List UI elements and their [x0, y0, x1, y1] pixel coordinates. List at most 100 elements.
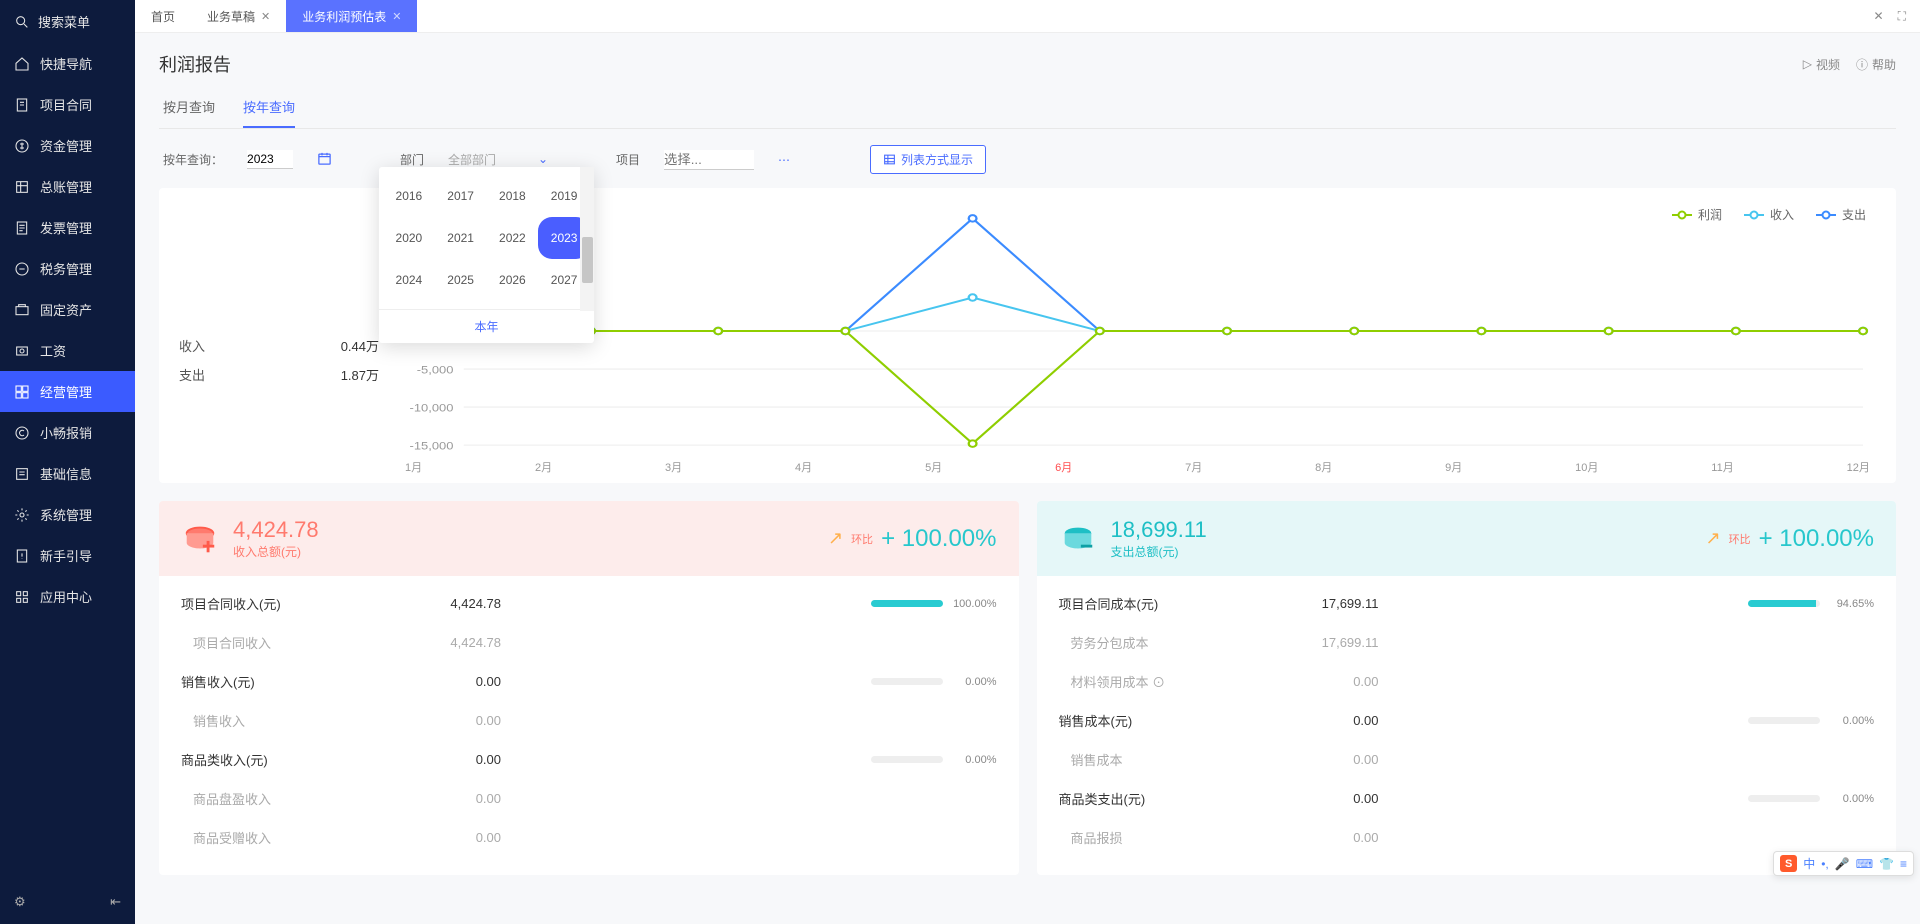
sidebar-item-9[interactable]: 小畅报销	[0, 412, 135, 453]
collapse-icon[interactable]: ⇤	[110, 894, 121, 910]
tab-0[interactable]: 首页	[135, 0, 191, 32]
row-value: 0.00	[1259, 713, 1379, 728]
search-icon	[14, 14, 30, 30]
row-label: 商品类收入(元)	[181, 750, 381, 769]
sidebar-item-4[interactable]: 发票管理	[0, 207, 135, 248]
sidebar-search-label: 搜索菜单	[38, 12, 90, 31]
sidebar-item-0[interactable]: 快捷导航	[0, 43, 135, 84]
sidebar-item-2[interactable]: 资金管理	[0, 125, 135, 166]
expense-pct: + 100.00%	[1759, 525, 1874, 553]
sidebar: 搜索菜单 快捷导航项目合同资金管理总账管理发票管理税务管理固定资产工资经营管理小…	[0, 0, 135, 924]
ime-keyboard-icon[interactable]: ⌨	[1856, 857, 1873, 871]
expense-amount: 18,699.11	[1111, 517, 1207, 543]
ime-mic-icon[interactable]: 🎤	[1835, 857, 1850, 871]
kpi-row: 商品类支出(元)0.000.00%	[1059, 779, 1875, 818]
asset-icon	[14, 302, 30, 318]
invoice-icon	[14, 220, 30, 236]
year-option[interactable]: 2017	[435, 175, 487, 217]
svg-text:-15,000: -15,000	[410, 439, 454, 452]
year-picker-scrollbar[interactable]	[580, 167, 594, 311]
ime-mode[interactable]: 中	[1803, 855, 1815, 872]
row-pct: 0.00%	[953, 676, 997, 688]
gear-icon	[14, 507, 30, 523]
tab-close-icon[interactable]: ✕	[392, 10, 401, 23]
more-icon[interactable]: ⋯	[778, 153, 792, 167]
sidebar-item-label: 新手引导	[40, 546, 92, 565]
sidebar-item-12[interactable]: 新手引导	[0, 535, 135, 576]
chart-x-axis: 1月2月3月4月5月6月7月8月9月10月11月12月	[399, 459, 1876, 475]
sidebar-item-6[interactable]: 固定资产	[0, 289, 135, 330]
sidebar-item-10[interactable]: 基础信息	[0, 453, 135, 494]
year-option[interactable]: 2021	[435, 217, 487, 259]
tab-2[interactable]: 业务利润预估表✕	[286, 0, 417, 32]
ime-toolbar[interactable]: S 中 •, 🎤 ⌨ 👕 ≡	[1773, 851, 1914, 876]
fullscreen-icon[interactable]: ⛶	[1898, 9, 1906, 24]
row-value: 0.00	[381, 830, 501, 845]
video-link[interactable]: ▷ 视频	[1803, 56, 1840, 73]
x-tick: 1月	[405, 459, 422, 475]
row-label: 劳务分包成本	[1059, 633, 1259, 652]
line-chart: -15,000-10,000-5,0000	[399, 206, 1876, 456]
year-input[interactable]	[247, 150, 293, 169]
summary-panel: 收入0.44万 支出1.87万	[179, 206, 379, 475]
tab-close-icon[interactable]: ✕	[261, 10, 270, 23]
year-label: 按年查询：	[163, 151, 223, 168]
sidebar-item-13[interactable]: 应用中心	[0, 576, 135, 617]
row-label: 商品类支出(元)	[1059, 789, 1259, 808]
year-option[interactable]: 2025	[435, 259, 487, 301]
row-value: 0.00	[381, 791, 501, 806]
kpi-row: 商品盘盈收入0.00	[181, 779, 997, 818]
row-label: 材料领用成本 ⊙	[1059, 672, 1259, 691]
sidebar-item-1[interactable]: 项目合同	[0, 84, 135, 125]
sidebar-item-7[interactable]: 工资	[0, 330, 135, 371]
x-tick: 5月	[925, 459, 942, 475]
tab-label: 业务草稿	[207, 8, 255, 25]
sidebar-search[interactable]: 搜索菜单	[0, 0, 135, 43]
year-option[interactable]: 2016	[383, 175, 435, 217]
dept-label: 部门	[400, 151, 424, 168]
year-option[interactable]: 2026	[487, 259, 539, 301]
sidebar-item-5[interactable]: 税务管理	[0, 248, 135, 289]
row-value: 17,699.11	[1259, 596, 1379, 611]
year-option[interactable]: 2022	[487, 217, 539, 259]
sidebar-item-label: 小畅报销	[40, 423, 92, 442]
row-value: 0.00	[1259, 830, 1379, 845]
x-tick: 11月	[1711, 459, 1733, 475]
calendar-icon[interactable]	[317, 151, 332, 169]
subtab-1[interactable]: 按年查询	[243, 87, 295, 128]
x-tick: 8月	[1315, 459, 1332, 475]
subtab-0[interactable]: 按月查询	[163, 87, 215, 128]
money-icon	[14, 138, 30, 154]
summary-income-label: 收入	[179, 336, 205, 355]
ime-menu-icon[interactable]: ≡	[1900, 857, 1907, 871]
year-option[interactable]: 2024	[383, 259, 435, 301]
year-option[interactable]: 2018	[487, 175, 539, 217]
tab-1[interactable]: 业务草稿 ✕	[191, 0, 286, 32]
sidebar-item-11[interactable]: 系统管理	[0, 494, 135, 535]
table-mode-button[interactable]: 列表方式显示	[870, 145, 986, 174]
help-link[interactable]: ⓘ 帮助	[1856, 56, 1896, 73]
ime-skin-icon[interactable]: 👕	[1879, 857, 1894, 871]
ime-punct-icon[interactable]: •,	[1821, 857, 1829, 871]
project-select[interactable]	[664, 150, 754, 170]
sidebar-item-3[interactable]: 总账管理	[0, 166, 135, 207]
expense-icon	[1059, 520, 1097, 558]
sidebar-item-label: 资金管理	[40, 136, 92, 155]
sidebar-item-label: 应用中心	[40, 587, 92, 606]
expense-sub: 支出总额(元)	[1111, 543, 1207, 560]
sidebar-item-label: 固定资产	[40, 300, 92, 319]
kpi-row: 劳务分包成本17,699.11	[1059, 623, 1875, 662]
sidebar-item-8[interactable]: 经营管理	[0, 371, 135, 412]
legend-item: 支出	[1816, 206, 1866, 223]
year-picker-current[interactable]: 本年	[379, 309, 594, 343]
salary-icon	[14, 343, 30, 359]
sidebar-item-label: 基础信息	[40, 464, 92, 483]
close-all-icon[interactable]: ✕	[1874, 9, 1884, 23]
income-kpi-card: 4,424.78 收入总额(元) ↗ 环比 + 100.00% 项目合同收入(元…	[159, 501, 1019, 875]
kpi-row: 商品受赠收入0.00	[181, 818, 997, 857]
year-option[interactable]: 2020	[383, 217, 435, 259]
row-pct: 0.00%	[1830, 793, 1874, 805]
settings-icon[interactable]: ⚙	[14, 894, 26, 910]
row-value: 0.00	[381, 713, 501, 728]
ime-logo-icon: S	[1780, 855, 1797, 872]
